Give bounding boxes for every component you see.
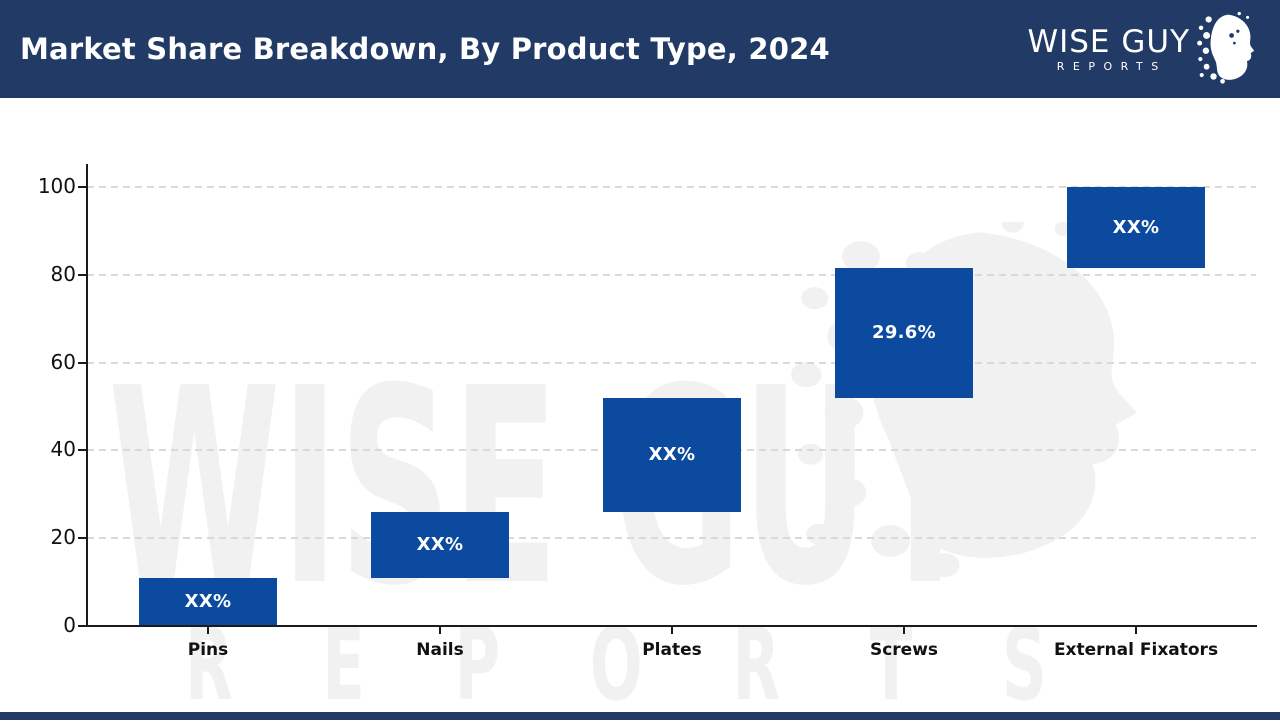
bar-value-label: XX% — [1112, 216, 1160, 238]
brand-logo: WISE GUY REPORTS — [1027, 11, 1258, 87]
y-tick-label: 40 — [50, 437, 76, 462]
x-tick-mark — [207, 627, 209, 634]
y-axis-spine — [86, 164, 88, 625]
y-tick-label: 100 — [37, 174, 76, 198]
y-tick-label: 80 — [50, 261, 76, 286]
x-category-label: External Fixators — [1053, 640, 1219, 660]
x-tick-mark — [671, 627, 673, 634]
brand-subtitle: REPORTS — [1056, 59, 1167, 73]
gridline — [87, 273, 1256, 276]
gridline — [87, 186, 1256, 188]
x-tick-mark — [903, 627, 905, 634]
chart-area: WISE GUY R E P O R T S 0 20 40 60 80 100 XX% Pi… — [0, 98, 1280, 723]
y-tick-mark — [78, 625, 86, 627]
bar-pins: XX% — [139, 577, 277, 626]
bar-value-label: 29.6% — [872, 322, 936, 344]
x-tick-mark — [1135, 627, 1137, 634]
bar-value-label: XX% — [416, 534, 464, 556]
bar-external-fixators: XX% — [1067, 187, 1205, 268]
gridline — [87, 537, 1256, 540]
brand-name: WISE GUY — [1027, 23, 1190, 60]
chart-title: Market Share Breakdown, By Product Type,… — [20, 32, 830, 66]
bar-plates: XX% — [603, 397, 741, 512]
x-axis-spine — [86, 625, 1257, 627]
gridline — [87, 361, 1256, 364]
x-category-label: Nails — [416, 640, 464, 660]
header-bar: Market Share Breakdown, By Product Type,… — [0, 0, 1280, 98]
y-tick-label: 0 — [63, 613, 76, 637]
brand-head-icon — [1197, 11, 1255, 84]
y-tick-mark — [78, 449, 86, 452]
y-tick-label: 20 — [50, 525, 76, 550]
bar-value-label: XX% — [648, 444, 696, 466]
y-tick-mark — [78, 537, 86, 540]
y-tick-mark — [78, 273, 86, 276]
x-category-label: Screws — [869, 640, 939, 660]
x-tick-mark — [439, 627, 441, 634]
y-tick-label: 60 — [50, 349, 76, 374]
y-tick-mark — [78, 186, 86, 188]
bar-screws: 29.6% — [835, 267, 973, 398]
brand-logo-text: WISE GUY REPORTS — [1027, 23, 1190, 73]
bar-value-label: XX% — [184, 591, 232, 613]
bar-nails: XX% — [371, 511, 509, 578]
x-category-label: Plates — [642, 640, 702, 660]
footer-bar — [0, 712, 1280, 720]
x-category-label: Pins — [187, 640, 229, 660]
watermark-subtext: R E P O R T S — [185, 606, 1081, 723]
y-tick-mark — [78, 361, 86, 364]
